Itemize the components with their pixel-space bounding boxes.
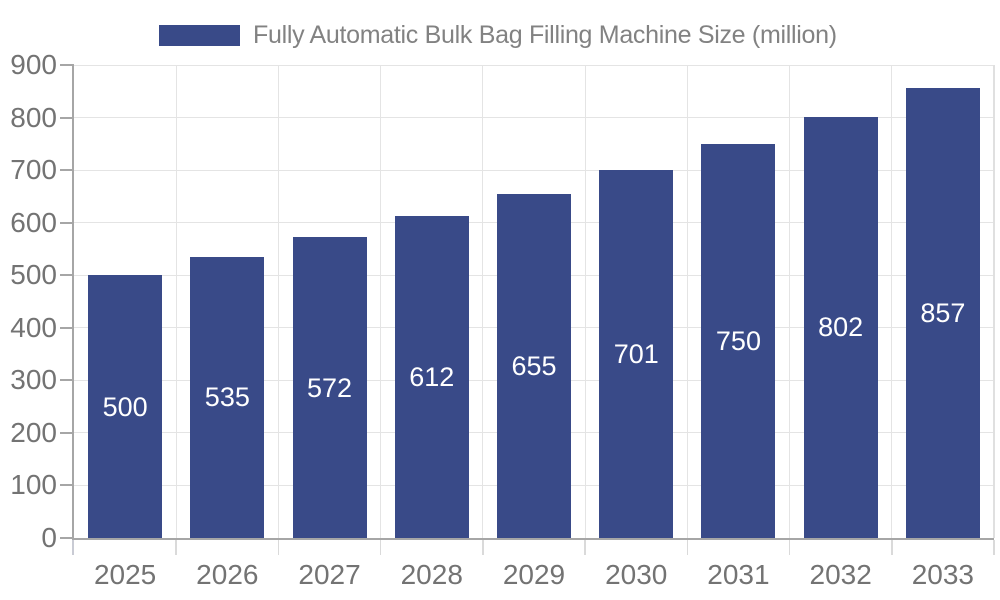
x-axis-tick-label: 2027: [298, 559, 361, 590]
v-gridline: [789, 65, 791, 538]
y-tick: [60, 221, 74, 224]
y-axis-tick-label: 500: [10, 259, 57, 291]
x-axis-tick-label: 2029: [502, 559, 566, 590]
bar-value-label: 802: [818, 312, 864, 343]
v-gridline: [584, 65, 586, 538]
y-tick: [60, 116, 74, 119]
y-tick: [60, 274, 74, 277]
v-gridline: [175, 65, 177, 538]
x-tick: [891, 540, 893, 555]
x-axis-tick-label: 2028: [400, 559, 463, 590]
y-tick: [60, 64, 74, 66]
x-axis-tick-label: 2033: [911, 559, 975, 590]
bar-value-label: 750: [715, 325, 761, 356]
y-tick: [60, 431, 74, 434]
h-gridline: [74, 64, 994, 66]
x-tick: [482, 540, 484, 555]
bar: [701, 143, 776, 538]
y-axis-line: [72, 65, 74, 540]
v-gridline: [891, 65, 893, 538]
bar: [88, 275, 163, 538]
bar: [394, 216, 469, 538]
y-tick: [60, 169, 74, 172]
y-axis-tick-label: 300: [10, 364, 57, 396]
legend-swatch: [159, 25, 240, 46]
bar: [905, 87, 980, 538]
x-axis-tick-label: 2030: [605, 559, 668, 590]
y-axis-tick-label: 0: [41, 522, 57, 553]
x-tick: [277, 540, 280, 555]
x-tick: [788, 540, 791, 555]
y-axis-tick-label: 100: [10, 469, 57, 501]
x-axis-line: [72, 538, 994, 540]
bar: [292, 237, 367, 538]
legend-label: Fully Automatic Bulk Bag Filling Machine…: [253, 21, 837, 49]
legend-item[interactable]: Fully Automatic Bulk Bag Filling Machine…: [159, 21, 837, 50]
y-axis-tick-label: 400: [10, 311, 57, 343]
x-tick: [993, 540, 995, 555]
y-tick: [60, 537, 74, 539]
x-tick: [584, 540, 586, 555]
y-axis-tick-label: 200: [10, 416, 57, 448]
bar: [599, 169, 674, 538]
bar-value-label: 655: [511, 350, 557, 381]
plot-border-right: [993, 65, 995, 538]
bar-value-label: 857: [920, 297, 966, 328]
v-gridline: [686, 65, 688, 538]
bar-value-label: 701: [613, 338, 659, 369]
v-gridline: [277, 65, 279, 538]
x-tick: [175, 540, 177, 555]
y-tick: [60, 484, 74, 487]
bar-value-label: 500: [102, 391, 148, 422]
bar-value-label: 572: [307, 372, 353, 403]
x-axis-tick-label: 2026: [196, 559, 259, 590]
y-axis-tick-label: 600: [10, 206, 57, 238]
x-axis-tick-label: 2032: [809, 559, 872, 590]
y-axis-tick-label: 800: [10, 101, 57, 133]
x-axis-tick-label: 2031: [707, 559, 770, 590]
bar-value-label: 612: [409, 362, 455, 393]
bar: [497, 193, 571, 538]
h-gridline: [74, 117, 994, 119]
bar: [803, 116, 878, 538]
v-gridline: [482, 65, 484, 538]
v-gridline: [380, 65, 382, 538]
y-tick: [60, 379, 74, 382]
x-tick: [379, 540, 382, 555]
bar: [190, 256, 265, 538]
x-axis-tick-label: 2025: [93, 559, 157, 590]
bar-value-label: 535: [204, 382, 250, 413]
y-axis-tick-label: 900: [10, 49, 57, 80]
y-tick: [60, 326, 74, 329]
x-tick: [686, 540, 689, 555]
h-gridline: [74, 169, 994, 171]
y-axis-tick-below: [72, 540, 74, 555]
y-axis-tick-label: 700: [10, 154, 57, 186]
